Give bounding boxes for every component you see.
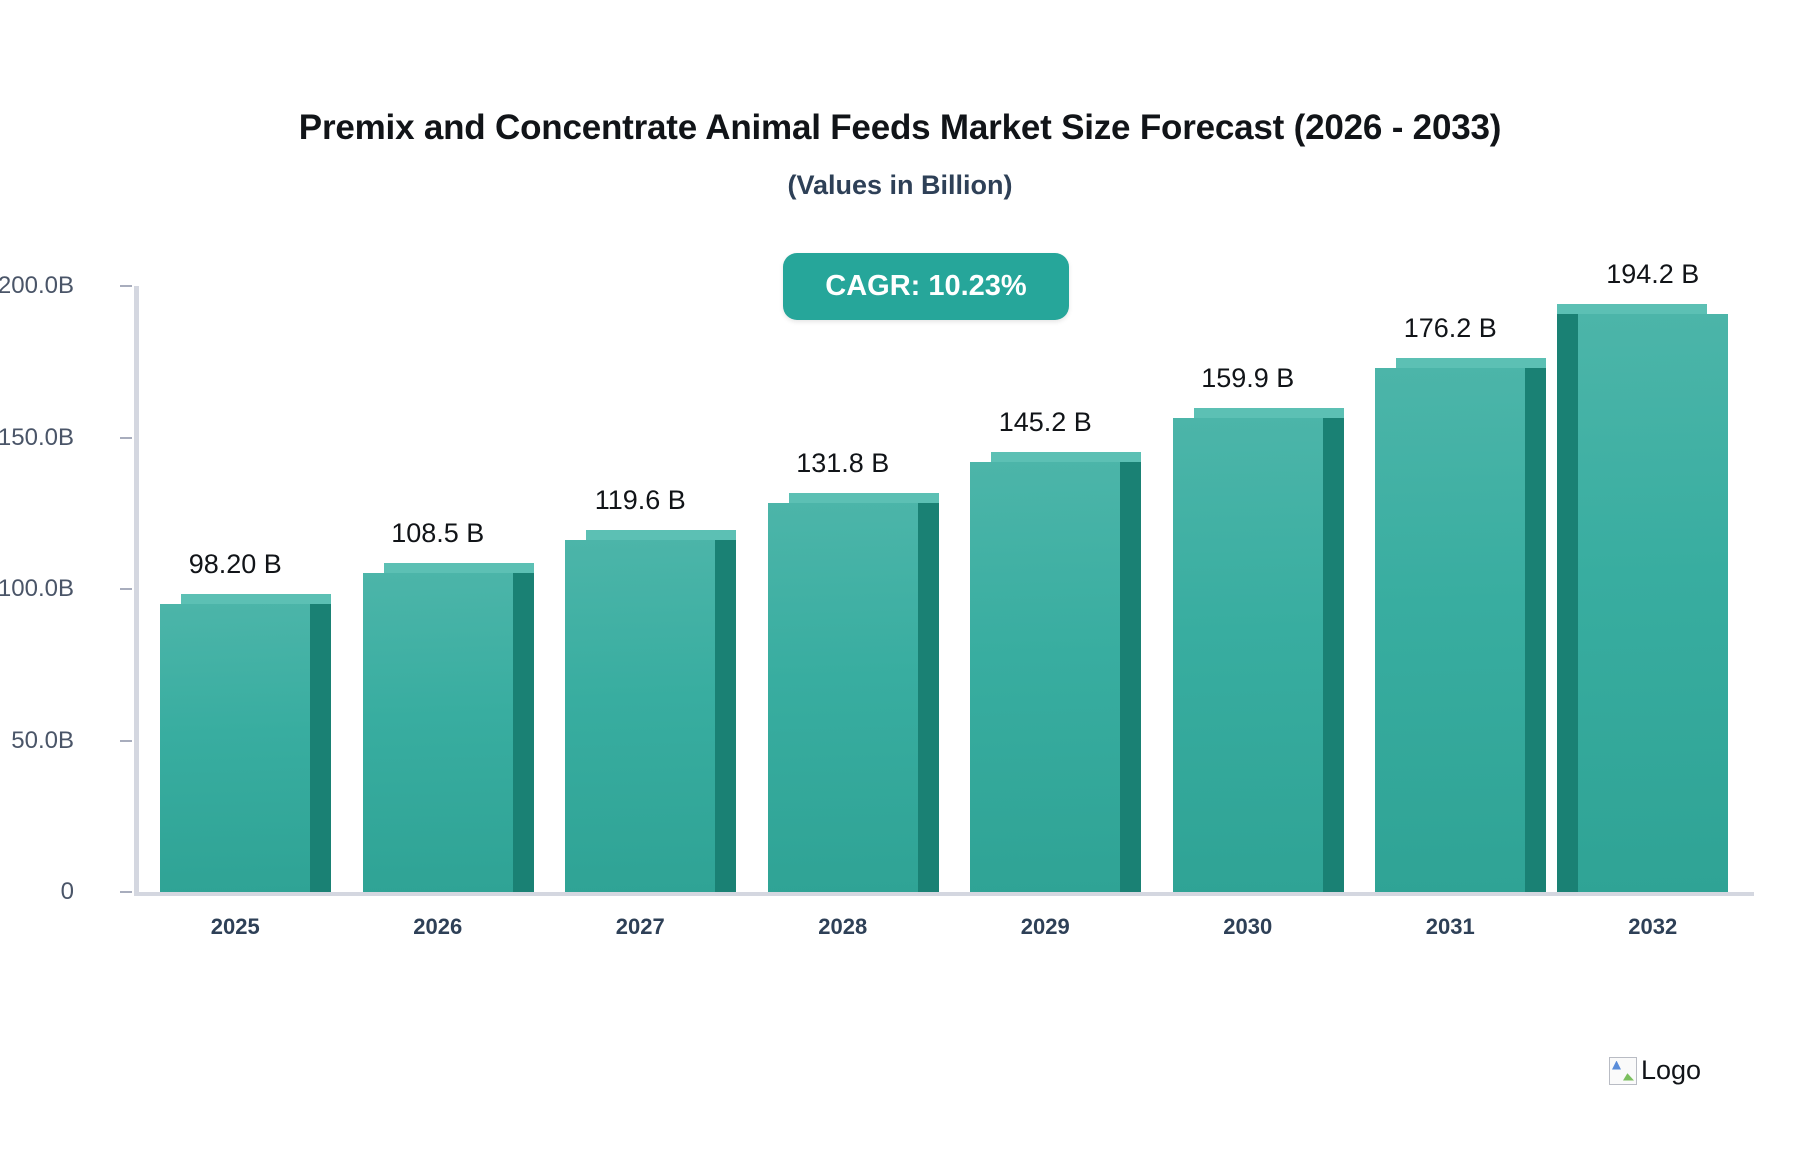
y-axis-tick-label: 100.0B bbox=[0, 575, 74, 602]
y-axis-tick-label: 0 bbox=[60, 878, 74, 905]
y-axis-tick-mark bbox=[120, 285, 132, 287]
bar-front-face bbox=[970, 462, 1121, 892]
bar-front-face bbox=[362, 573, 513, 892]
chart-subtitle: (Values in Billion) bbox=[787, 170, 1013, 200]
x-axis-tick-label: 2027 bbox=[615, 914, 665, 939]
logo: Logo bbox=[1609, 1055, 1701, 1086]
bar-side-face bbox=[512, 573, 534, 892]
y-axis-tick-mark bbox=[120, 739, 132, 742]
cagr-badge-label: CAGR: 10.23% bbox=[825, 270, 1027, 302]
y-axis-line bbox=[134, 286, 139, 892]
broken-image-icon bbox=[1609, 1056, 1637, 1085]
bar-side-face bbox=[917, 502, 939, 892]
x-axis-tick-label: 2026 bbox=[413, 914, 463, 939]
bar-top-face bbox=[991, 452, 1142, 463]
bar-series: 98.20 B 2025 108.5 B 2026 119.6 B 2027 131.8 B… bbox=[134, 259, 1754, 939]
bar[interactable]: 131.8 B 2028 bbox=[767, 448, 939, 939]
y-axis-tick-label: 200.0B bbox=[0, 272, 74, 299]
bar-side-face bbox=[310, 604, 332, 892]
bar[interactable]: 194.2 B 2032 bbox=[1556, 259, 1728, 939]
bar-front-face bbox=[565, 539, 716, 892]
bar[interactable]: 98.20 B 2025 bbox=[160, 549, 332, 939]
cagr-badge: CAGR: 10.23% bbox=[783, 253, 1069, 320]
bar-value-label: 108.5 B bbox=[391, 518, 485, 549]
x-axis-tick-label: 2025 bbox=[210, 914, 260, 939]
bar-value-label: 159.9 B bbox=[1201, 362, 1295, 393]
x-axis-line bbox=[134, 892, 1754, 896]
bar-front-face bbox=[767, 502, 918, 892]
plot-area: 0 50.0B 100.0B 150.0B 200.0B 98.20 B 2025 108.… bbox=[0, 259, 1754, 939]
x-axis-tick-label: 2029 bbox=[1020, 914, 1070, 939]
bar-side-face bbox=[1556, 313, 1578, 892]
bar-front-face bbox=[1375, 368, 1526, 892]
bar[interactable]: 159.9 B 2030 bbox=[1172, 363, 1344, 939]
x-axis-tick-label: 2028 bbox=[818, 914, 868, 939]
bar-value-label: 119.6 B bbox=[594, 484, 686, 515]
bar-side-face bbox=[1120, 462, 1142, 892]
bar[interactable]: 108.5 B 2026 bbox=[362, 518, 534, 939]
bar-side-face bbox=[1322, 417, 1344, 892]
bar-side-face bbox=[1525, 368, 1547, 892]
y-axis-tick-mark bbox=[120, 436, 132, 439]
y-axis-tick-mark bbox=[120, 588, 132, 590]
bar-top-face bbox=[1193, 407, 1344, 418]
bar[interactable]: 119.6 B 2027 bbox=[565, 485, 737, 939]
bar-top-face bbox=[1556, 303, 1707, 314]
y-axis-tick-mark bbox=[120, 891, 132, 893]
bar[interactable]: 176.2 B 2031 bbox=[1375, 313, 1547, 939]
bar-value-label: 131.8 B bbox=[796, 447, 890, 478]
bar-value-label: 194.2 B bbox=[1606, 258, 1700, 289]
chart-title: Premix and Concentrate Animal Feeds Mark… bbox=[298, 108, 1502, 147]
y-axis-tick-label: 150.0B bbox=[0, 423, 74, 451]
bar-side-face bbox=[715, 539, 737, 892]
bar-top-face bbox=[788, 492, 939, 503]
x-axis-tick-label: 2030 bbox=[1223, 914, 1273, 939]
y-axis-tick-label: 50.0B bbox=[11, 726, 74, 754]
bar-value-label: 98.20 B bbox=[188, 549, 282, 580]
bar[interactable]: 145.2 B 2029 bbox=[970, 407, 1142, 939]
bar-value-label: 176.2 B bbox=[1403, 313, 1497, 344]
bar-front-face bbox=[160, 604, 311, 892]
bar-front-face bbox=[1577, 313, 1728, 892]
bar-top-face bbox=[586, 529, 737, 540]
logo-label: Logo bbox=[1641, 1055, 1702, 1085]
bar-front-face bbox=[1172, 417, 1323, 892]
x-axis-tick-label: 2031 bbox=[1425, 914, 1475, 939]
bar-value-label: 145.2 B bbox=[998, 407, 1092, 438]
x-axis-tick-label: 2032 bbox=[1628, 914, 1678, 939]
bar-top-face bbox=[181, 594, 332, 605]
bar-top-face bbox=[383, 563, 534, 574]
bar-top-face bbox=[1396, 358, 1547, 369]
